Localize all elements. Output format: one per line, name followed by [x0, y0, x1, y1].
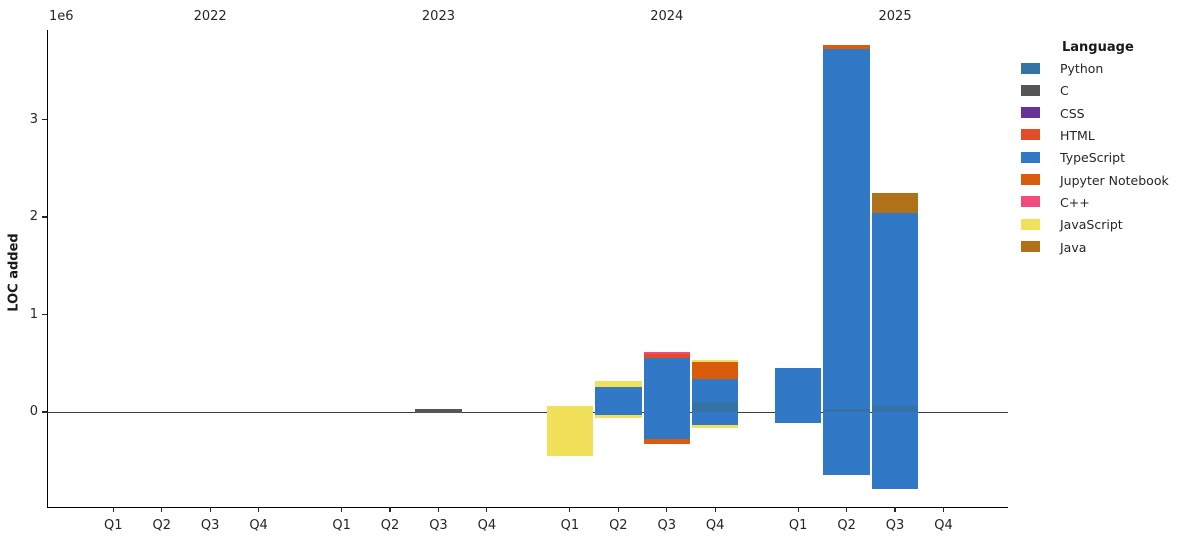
bar-segment-2025-Q2-typescript	[823, 49, 870, 410]
legend-item-label: C	[1060, 83, 1069, 99]
x-tick-mark	[437, 507, 440, 512]
x-tick-label-2025-Q1: Q1	[788, 518, 808, 533]
bar-segment-2025-Q3-python	[871, 406, 919, 412]
legend-swatch-icon	[1021, 107, 1040, 119]
legend-title: Language	[1062, 40, 1134, 55]
legend-swatch-icon	[1021, 62, 1040, 74]
x-tick-mark	[569, 507, 571, 512]
bar-segment-2023-Q3-c	[415, 409, 462, 414]
x-tick-mark	[341, 507, 343, 512]
x-tick-label-2022-Q3: Q3	[200, 518, 220, 533]
x-tick-label-2024-Q1: Q1	[560, 518, 580, 533]
x-tick-label-2022-Q2: Q2	[152, 518, 171, 533]
x-tick-label-2022-Q1: Q1	[104, 518, 123, 533]
bar-segment-2024-Q4-javascript	[691, 424, 739, 428]
legend-swatch-icon	[1021, 218, 1040, 230]
x-tick-label-2024-Q4: Q4	[705, 518, 725, 533]
x-tick-label-2025-Q3: Q3	[885, 518, 905, 533]
legend-swatch-icon	[1021, 241, 1040, 253]
x-tick-mark	[894, 507, 896, 512]
year-label-2023: 2023	[421, 9, 455, 24]
bar-segment-2024-Q3-typescript	[643, 358, 690, 440]
x-tick-mark	[846, 507, 848, 512]
bar-segment-2024-Q4-jupyter-notebook	[691, 362, 739, 379]
y-tick-mark	[42, 313, 47, 316]
legend-item-label: Python	[1060, 61, 1104, 76]
bar-segment-2024-Q3-c-	[643, 351, 690, 355]
legend-swatch-icon	[1021, 129, 1040, 141]
y-tick-mark	[42, 118, 47, 121]
x-tick-mark	[209, 507, 211, 512]
bar-segment-2024-Q2-javascript	[595, 380, 642, 387]
legend-swatch-icon	[1021, 174, 1040, 186]
year-label-2024: 2024	[650, 9, 684, 24]
y-tick-mark	[42, 411, 47, 413]
bar-segment-2025-Q2-jupyter-notebook	[823, 45, 870, 50]
x-tick-mark	[389, 507, 391, 512]
x-tick-mark	[617, 507, 619, 512]
x-tick-label-2025-Q4: Q4	[934, 518, 953, 533]
x-tick-label-2023-Q4: Q4	[477, 518, 497, 533]
y-axis-label: LOC added	[6, 233, 22, 312]
bar-segment-2024-Q2-typescript	[595, 386, 642, 415]
y-axis-label-wrapper: LOC added	[0, 233, 54, 311]
legend-item-label: HTML	[1060, 127, 1095, 143]
bar-segment-2024-Q4-typescript	[691, 378, 739, 403]
x-tick-label-2024-Q2: Q2	[609, 518, 628, 533]
bar-segment-2024-Q3-html	[643, 354, 690, 359]
x-tick-label-2025-Q2: Q2	[837, 518, 856, 533]
year-label-2022: 2022	[193, 9, 227, 24]
legend-swatch-icon	[1021, 151, 1040, 163]
bar-segment-2024-Q4-javascript	[691, 360, 739, 363]
bar-segment-2025-Q3-typescript	[871, 213, 919, 407]
bar-segment-2024-Q4-typescript	[691, 412, 739, 425]
bar-segment-2025-Q2-python	[823, 409, 870, 412]
bar-segment-2024-Q3-jupyter-notebook	[643, 439, 690, 445]
x-tick-mark	[942, 507, 945, 512]
legend-swatch-icon	[1021, 84, 1040, 96]
x-tick-mark	[797, 507, 799, 512]
zero-line	[47, 411, 1008, 413]
bar-segment-2025-Q3-java	[871, 192, 919, 214]
legend: Language Python C CSS HTML TypeScript Jupyter…	[1021, 40, 1195, 260]
bar-segment-2024-Q2-javascript	[595, 414, 642, 418]
legend-item-label: TypeScript	[1060, 150, 1125, 166]
year-label-2025: 2025	[878, 9, 912, 24]
x-tick-mark	[161, 507, 163, 512]
y-tick-label: 1	[29, 306, 38, 322]
y-tick-label: 3	[29, 111, 38, 127]
y-tick-label: 2	[29, 209, 38, 224]
legend-item-label: CSS	[1060, 105, 1085, 121]
legend-item-label: Java	[1060, 239, 1087, 255]
x-tick-label-2024-Q3: Q3	[657, 518, 677, 533]
x-tick-mark	[714, 507, 716, 512]
y-axis-scale-note: 1e6	[49, 9, 74, 24]
legend-item-label: C++	[1060, 194, 1090, 210]
x-tick-mark	[257, 507, 260, 512]
bar-segment-2024-Q4-python	[691, 402, 739, 412]
bar-segment-2025-Q3-typescript	[871, 412, 919, 490]
x-tick-mark	[112, 507, 114, 512]
y-tick-label: 0	[29, 404, 38, 419]
y-tick-mark	[42, 216, 47, 218]
x-tick-mark	[486, 507, 488, 512]
legend-swatch-icon	[1021, 196, 1040, 208]
x-tick-label-2023-Q1: Q1	[332, 518, 351, 533]
x-tick-mark	[666, 507, 668, 512]
x-tick-label-2023-Q2: Q2	[380, 518, 400, 533]
bar-segment-2025-Q2-typescript	[823, 412, 870, 476]
x-tick-label-2022-Q4: Q4	[249, 518, 268, 533]
bar-segment-2024-Q1-javascript	[546, 406, 594, 456]
bar-segment-2025-Q1-typescript	[774, 368, 822, 423]
x-axis-spine	[47, 506, 1008, 508]
legend-item-label: Jupyter Notebook	[1060, 172, 1169, 188]
x-tick-label-2023-Q3: Q3	[429, 518, 448, 533]
legend-item-label: JavaScript	[1060, 217, 1123, 233]
y-axis-spine	[47, 30, 49, 508]
